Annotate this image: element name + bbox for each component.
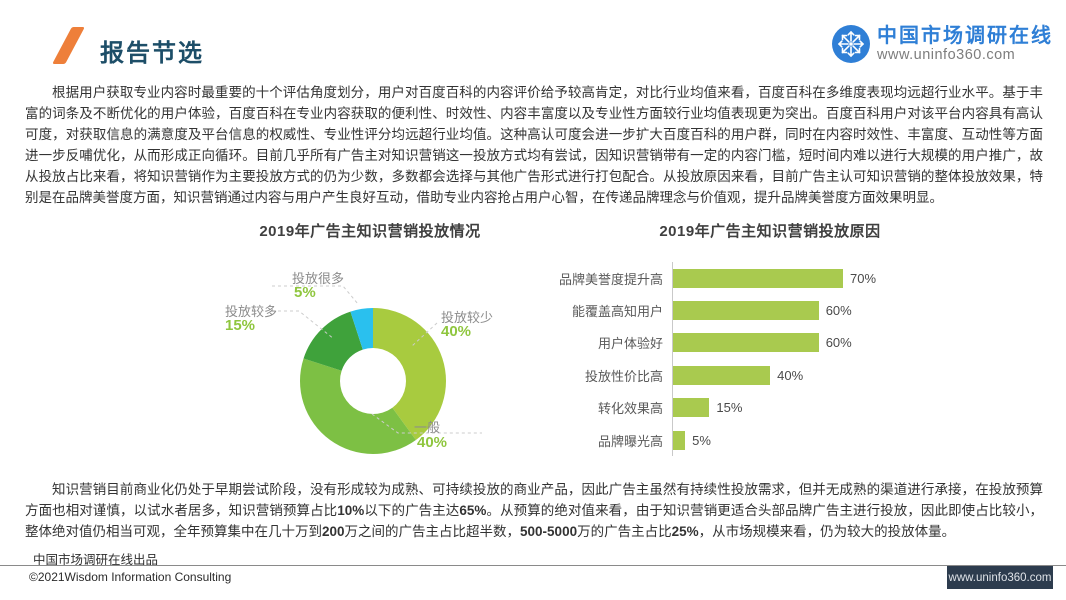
orange-slash-decoration	[52, 27, 85, 64]
intro-paragraph: 根据用户获取专业内容时最重要的十个评估角度划分，用户对百度百科的内容评价给予较高…	[25, 85, 1043, 205]
pie-pct-average: 40%	[417, 434, 448, 451]
donut-slices	[300, 308, 446, 454]
bar-category-label: 品牌美誉度提升高	[558, 271, 663, 287]
bar-category-label: 能覆盖高知用户	[571, 304, 663, 320]
donut-slice	[373, 308, 446, 441]
callout-line-average	[371, 413, 482, 434]
bar-row: 用户体验好 60%	[540, 326, 1000, 360]
pie-label-very-much: 投放很多	[292, 271, 345, 286]
logo-url: www.uninfo360.com	[877, 47, 1016, 63]
bar-chart-title: 2019年广告主知识营销投放原因	[659, 223, 881, 240]
bar-track: 60%	[672, 326, 1000, 360]
bar-row: 能覆盖高知用户 60%	[540, 294, 1000, 327]
bar	[673, 365, 771, 385]
bar-track: 5%	[672, 423, 1000, 457]
callout-line-very-much	[272, 285, 359, 305]
pie-pct-less: 40%	[441, 323, 472, 340]
logo-text: 中国市场调研在线 www.uninfo360.com	[877, 25, 1053, 64]
bar-value-label: 15%	[716, 400, 743, 416]
site-logo: 中国市场调研在线 www.uninfo360.com	[832, 25, 1053, 64]
donut-slice	[350, 308, 373, 350]
bar-value-label: 60%	[825, 303, 852, 319]
bar	[673, 268, 843, 288]
bar-value-label: 5%	[692, 432, 711, 448]
bar	[673, 301, 819, 321]
bar-track: 15%	[672, 391, 1000, 424]
bar-row: 品牌美誉度提升高 70%	[540, 262, 1000, 295]
bar	[673, 430, 686, 450]
donut-chart-title: 2019年广告主知识营销投放情况	[259, 223, 481, 240]
bar-track: 70%	[672, 262, 1000, 295]
footer-copyright: ©2021Wisdom Information Consulting	[29, 570, 232, 584]
bar-row: 投放性价比高 40%	[540, 359, 1000, 392]
pie-pct-more: 15%	[225, 317, 256, 334]
callout-line-more	[272, 310, 335, 340]
pie-pct-very-much: 5%	[294, 284, 316, 301]
footer-brand-line: 中国市场调研在线出品	[33, 553, 159, 567]
logo-name: 中国市场调研在线	[877, 25, 1053, 47]
bar-category-label: 投放性价比高	[584, 368, 663, 384]
bar-chart: 品牌美誉度提升高 70% 能覆盖高知用户 60% 用户体验好 60% 投放性价比…	[540, 262, 1000, 462]
bar	[673, 398, 710, 418]
bar-category-label: 品牌曝光高	[597, 433, 663, 449]
bar-track: 60%	[672, 294, 1000, 327]
bar-track: 40%	[672, 359, 1000, 392]
footer-divider	[0, 565, 1066, 566]
donut-chart: 投放很多 5% 投放较多 15% 投放较少 40% 一般 40%	[195, 252, 545, 474]
page-title: 报告节选	[100, 40, 204, 67]
bar-value-label: 60%	[825, 335, 852, 351]
pie-label-less: 投放较少	[441, 310, 494, 325]
bar-category-label: 用户体验好	[597, 336, 663, 352]
bar-category-label: 转化效果高	[597, 401, 663, 417]
bar	[673, 333, 819, 353]
bar-row: 转化效果高 15%	[540, 391, 1000, 424]
bar-value-label: 70%	[850, 270, 877, 286]
snowflake-compass-icon	[832, 25, 870, 63]
bar-row: 品牌曝光高 5%	[540, 423, 1000, 457]
footer-url-badge: www.uninfo360.com	[947, 566, 1053, 589]
closing-paragraph: 知识营销目前商业化仍处于早期尝试阶段，没有形成较为成熟、可持续投放的商业产品，因…	[25, 482, 1044, 539]
bar-value-label: 40%	[777, 367, 804, 383]
pie-label-average: 一般	[414, 420, 441, 435]
pie-label-more: 投放较多	[225, 304, 278, 319]
donut-slice	[300, 358, 416, 454]
donut-slice	[303, 311, 363, 371]
